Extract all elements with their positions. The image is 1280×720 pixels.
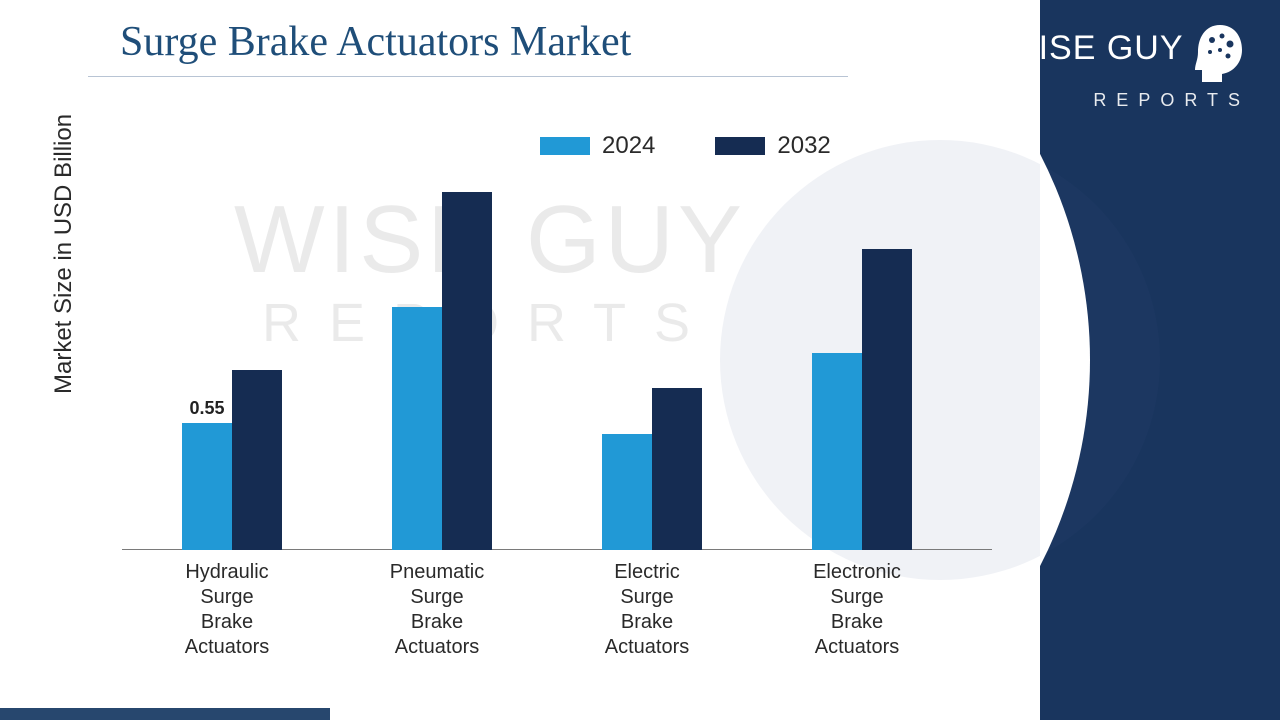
bar — [602, 434, 652, 550]
legend: 2024 2032 — [540, 132, 831, 160]
title-underline — [88, 76, 848, 77]
legend-label: 2024 — [602, 132, 655, 160]
chart-title: Surge Brake Actuators Market — [120, 18, 631, 66]
bar — [442, 192, 492, 550]
legend-item: 2024 — [540, 132, 655, 160]
bar — [862, 249, 912, 550]
bar — [232, 370, 282, 550]
bar — [182, 423, 232, 550]
plot-area: 0.55 — [122, 180, 992, 550]
x-category-label: ElectricSurgeBrakeActuators — [567, 560, 727, 660]
legend-item: 2032 — [715, 132, 830, 160]
y-axis-label: Market Size in USD Billion — [50, 114, 78, 394]
bottom-accent — [0, 708, 330, 720]
x-category-label: HydraulicSurgeBrakeActuators — [147, 560, 307, 660]
x-category-label: PneumaticSurgeBrakeActuators — [357, 560, 517, 660]
bar — [652, 388, 702, 550]
bar — [392, 307, 442, 550]
page: WISE GUY REPORTS WISE GUY REPORTS Surge … — [0, 0, 1280, 720]
x-category-label: ElectronicSurgeBrakeActuators — [777, 560, 937, 660]
legend-label: 2032 — [777, 132, 830, 160]
brand-sub: REPORTS — [1000, 90, 1250, 111]
bar — [812, 353, 862, 550]
bar-value-label: 0.55 — [157, 398, 257, 419]
legend-swatch — [715, 137, 765, 155]
brand-head-icon — [1190, 20, 1250, 90]
brand-logo: WISE GUY REPORTS — [1000, 20, 1250, 111]
legend-swatch — [540, 137, 590, 155]
brand-main: WISE GUY — [1006, 29, 1184, 67]
